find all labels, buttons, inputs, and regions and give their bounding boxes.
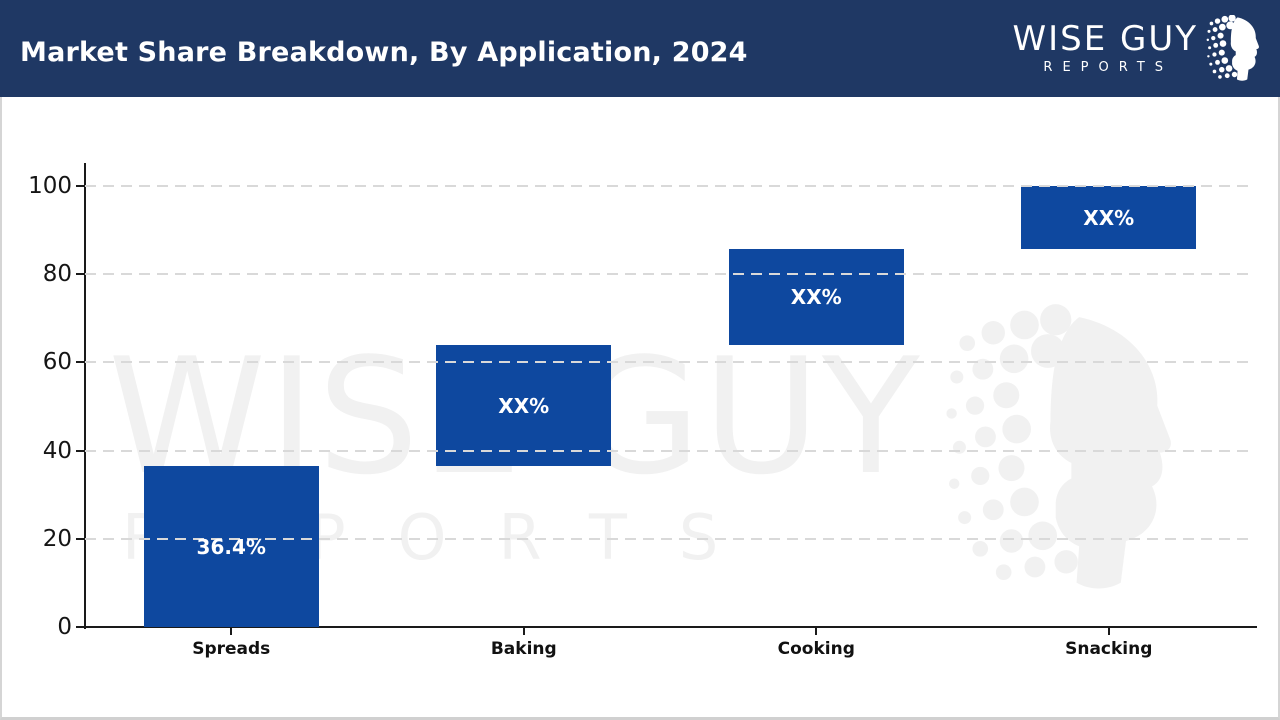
- x-label-cooking: Cooking: [777, 639, 855, 659]
- bar-spreads: 36.4%: [143, 466, 319, 627]
- x-tick-spreads: [230, 628, 233, 635]
- bar-value-label: XX%: [1083, 205, 1135, 230]
- watermark-head-icon: [946, 304, 1171, 589]
- y-tick-label-40: 40: [42, 437, 72, 464]
- y-tick-40: [76, 449, 84, 452]
- y-axis: [84, 163, 86, 629]
- bar-cooking: XX%: [728, 249, 904, 345]
- bar-value-label: XX%: [498, 393, 550, 418]
- bar-snacking: XX%: [1021, 186, 1197, 250]
- x-label-baking: Baking: [490, 639, 557, 659]
- gridline-80: [85, 273, 1255, 276]
- y-tick-0: [76, 626, 84, 628]
- y-tick-100: [76, 185, 84, 187]
- x-label-snacking: Snacking: [1065, 639, 1153, 659]
- gridline-40: [85, 449, 1255, 452]
- y-tick-label-60: 60: [42, 349, 72, 376]
- bar-baking: XX%: [436, 344, 612, 467]
- y-tick-20: [76, 537, 84, 540]
- x-tick-snacking: [1107, 628, 1110, 635]
- bar-value-label: XX%: [790, 284, 842, 309]
- wiseguy-logo: WISE GUY REPORTS: [1012, 14, 1262, 83]
- x-tick-baking: [522, 628, 525, 635]
- gridline-100: [85, 185, 1255, 187]
- logo-subtitle: REPORTS: [1043, 60, 1174, 75]
- y-tick-label-20: 20: [42, 525, 72, 552]
- y-tick-label-0: 0: [57, 614, 72, 640]
- bar-value-label: 36.4%: [196, 534, 266, 559]
- gridline-60: [85, 361, 1255, 364]
- y-tick-label-100: 100: [28, 173, 72, 199]
- y-tick-label-80: 80: [42, 261, 72, 288]
- gridline-20: [85, 537, 1255, 540]
- logo-text: WISE GUY REPORTS: [1012, 22, 1198, 75]
- logo-wordmark: WISE GUY: [1012, 19, 1198, 59]
- x-tick-cooking: [815, 628, 818, 635]
- y-tick-60: [76, 361, 84, 364]
- head-profile-icon: [1206, 14, 1259, 81]
- x-label-spreads: Spreads: [192, 639, 271, 659]
- y-tick-80: [76, 273, 84, 276]
- header: Market Share Breakdown, By Application, …: [0, 0, 1280, 97]
- x-axis: [84, 626, 1257, 628]
- page-title: Market Share Breakdown, By Application, …: [20, 37, 748, 68]
